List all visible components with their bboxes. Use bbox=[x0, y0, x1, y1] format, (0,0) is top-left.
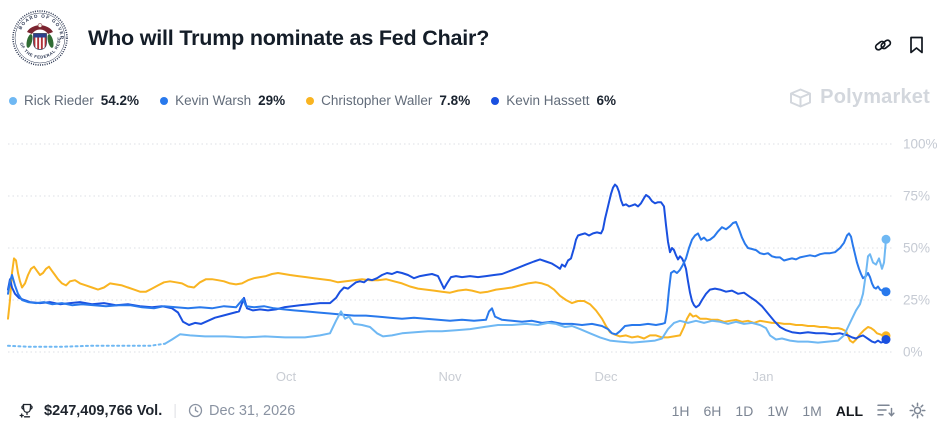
legend-item-kevin-hassett[interactable]: Kevin Hassett 6% bbox=[491, 93, 616, 108]
chart-legend: Rick Rieder 54.2% Kevin Warsh 29% Christ… bbox=[9, 93, 616, 108]
sort-descending-icon bbox=[877, 404, 895, 417]
end-date-text: Dec 31, 2026 bbox=[209, 402, 296, 419]
svg-text:Oct: Oct bbox=[276, 369, 297, 384]
series-dot-warsh bbox=[160, 96, 169, 105]
link-icon bbox=[874, 39, 892, 51]
legend-name: Rick Rieder bbox=[24, 93, 94, 108]
sort-order-button[interactable] bbox=[877, 403, 895, 418]
polymarket-watermark: Polymarket bbox=[789, 86, 930, 109]
legend-name: Kevin Warsh bbox=[175, 93, 252, 108]
fed-seal-logo: BOARD OF GOVERNORS OF THE FEDERAL RESERV… bbox=[12, 10, 68, 66]
volume-text: $247,409,766 Vol. bbox=[44, 402, 163, 419]
chart-controls: 1H 6H 1D 1W 1M ALL bbox=[672, 402, 926, 419]
settings-button[interactable] bbox=[909, 402, 926, 419]
svg-text:Nov: Nov bbox=[438, 369, 462, 384]
bookmark-button[interactable] bbox=[909, 36, 924, 54]
svg-text:100%: 100% bbox=[903, 137, 938, 152]
divider: | bbox=[173, 402, 178, 419]
svg-text:0%: 0% bbox=[903, 345, 923, 360]
legend-value: 6% bbox=[596, 93, 617, 108]
page-title: Who will Trump nominate as Fed Chair? bbox=[88, 26, 490, 50]
copy-link-button[interactable] bbox=[874, 36, 892, 54]
polymarket-logo-icon bbox=[790, 88, 812, 107]
svg-text:Dec: Dec bbox=[594, 369, 618, 384]
range-button-all[interactable]: ALL bbox=[835, 402, 863, 419]
legend-item-christopher-waller[interactable]: Christopher Waller 7.8% bbox=[306, 93, 470, 108]
price-history-chart[interactable]: 0% 25% 50% 75% 100% Oct Nov Dec Jan bbox=[0, 125, 940, 395]
legend-name: Kevin Hassett bbox=[506, 93, 590, 108]
legend-item-rick-rieder[interactable]: Rick Rieder 54.2% bbox=[9, 93, 139, 108]
watermark-text: Polymarket bbox=[820, 86, 930, 108]
range-button-6h[interactable]: 6H bbox=[703, 402, 722, 419]
trophy-icon bbox=[19, 403, 33, 418]
legend-value: 7.8% bbox=[439, 93, 471, 108]
series-dot-rieder bbox=[9, 96, 17, 105]
range-button-1m[interactable]: 1M bbox=[802, 402, 822, 419]
svg-text:50%: 50% bbox=[903, 241, 930, 256]
legend-value: 29% bbox=[258, 93, 286, 108]
series-dot-waller bbox=[306, 96, 315, 105]
svg-text:75%: 75% bbox=[903, 189, 930, 204]
series-dot-hassett bbox=[491, 96, 500, 105]
range-button-1h[interactable]: 1H bbox=[671, 402, 690, 419]
gear-icon bbox=[909, 402, 926, 419]
bookmark-icon bbox=[910, 36, 923, 54]
market-meta: $247,409,766 Vol. | Dec 31, 2026 bbox=[18, 402, 295, 419]
legend-value: 54.2% bbox=[100, 93, 140, 108]
range-button-1d[interactable]: 1D bbox=[735, 402, 754, 419]
clock-icon bbox=[188, 403, 203, 418]
svg-text:25%: 25% bbox=[903, 293, 930, 308]
legend-name: Christopher Waller bbox=[321, 93, 433, 108]
range-button-1w[interactable]: 1W bbox=[767, 402, 789, 419]
legend-item-kevin-warsh[interactable]: Kevin Warsh 29% bbox=[160, 93, 285, 108]
svg-text:Jan: Jan bbox=[753, 369, 774, 384]
